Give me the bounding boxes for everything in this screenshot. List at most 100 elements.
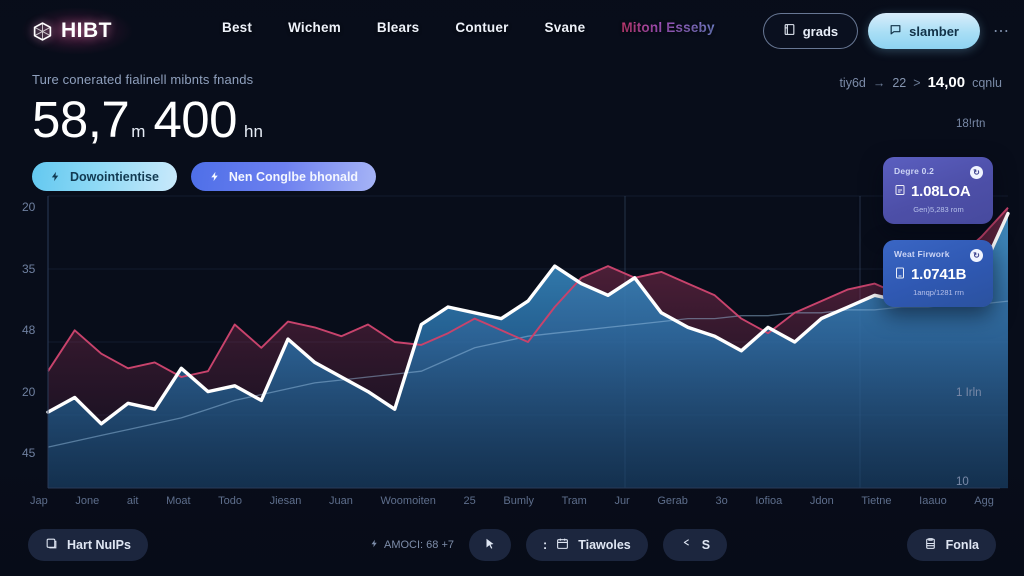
meta-summary: tiy6d → 22 > 14,00 cqnlu: [839, 74, 1002, 91]
clipboard-icon: [924, 537, 937, 553]
cursor-button[interactable]: [469, 529, 512, 561]
x-tick-9: Bumly: [503, 495, 534, 507]
floating-card-weat-value-row: 1.0741B: [894, 266, 983, 283]
bolt-icon: [50, 170, 61, 183]
refresh-icon[interactable]: ↻: [970, 166, 983, 179]
bottom-toolbar: Hart NuIPs AMOCI: 68 +7 :: [0, 514, 1024, 576]
meta-separator: >: [913, 76, 921, 90]
top-navigation-bar: HIBT Best Wichem Blears Contuer Svane Mi…: [0, 0, 1024, 62]
floating-card-weat-title: Weat Firwork: [894, 249, 950, 259]
badge-nen-conglbe[interactable]: Nen Conglbe bhonald: [190, 162, 377, 191]
nav-link-contuer[interactable]: Contuer: [455, 20, 509, 35]
book-icon: [783, 23, 796, 39]
nav-link-svane[interactable]: Svane: [544, 20, 586, 35]
hart-nuips-label: Hart NuIPs: [67, 538, 131, 552]
more-icon[interactable]: ⋯: [993, 23, 1009, 40]
meta-arrow: →: [872, 76, 886, 90]
nav-link-best[interactable]: Best: [222, 20, 253, 35]
x-tick-15: Jdon: [809, 495, 834, 507]
badge-dowointientise[interactable]: Dowointientise: [32, 162, 177, 191]
y-tick-2: 48: [22, 323, 36, 337]
r-tick-4: 10: [956, 476, 969, 488]
y-tick-3: 20: [22, 384, 36, 399]
y-tick-0: 20: [22, 200, 36, 214]
x-tick-6: Juan: [329, 495, 353, 507]
r-tick-0: 18!rtn: [956, 118, 986, 130]
calendar-icon: [556, 537, 569, 553]
nav-link-wichem[interactable]: Wichem: [288, 20, 341, 35]
brand-name: HIBT: [61, 19, 112, 42]
x-tick-18: Agg: [974, 495, 994, 507]
grads-button[interactable]: grads: [762, 13, 859, 49]
fonla-label: Fonla: [945, 538, 979, 552]
meta-count: 22: [892, 76, 907, 90]
x-tick-5: Jiesan: [269, 495, 302, 507]
fonla-button[interactable]: Fonla: [906, 529, 996, 561]
tiawoles-prefix: :: [543, 538, 548, 552]
secondary-metric-unit: hn: [244, 122, 263, 141]
floating-card-weat-sub: 1anqp/1281 rrn: [913, 288, 964, 297]
meta-value: 14,00: [927, 74, 966, 91]
bottom-note-label: AMOCI: 68 +7: [384, 539, 455, 551]
floating-card-degre-title: Degre 0.2: [894, 166, 935, 176]
x-tick-16: Tietne: [861, 495, 892, 507]
x-tick-10: Tram: [561, 495, 587, 507]
hart-nuips-button[interactable]: Hart NuIPs: [28, 529, 148, 561]
tiawoles-label: Tiawoles: [578, 538, 631, 552]
x-tick-12: Gerab: [657, 495, 688, 507]
secondary-metric-value: 400: [153, 91, 238, 148]
chart-line-primary: [46, 211, 1010, 426]
primary-metric-value: 58,7: [32, 91, 130, 148]
floating-card-degre[interactable]: Degre 0.2 ↻ 1.08LOA Gen)5,283 rom: [883, 157, 993, 224]
headline-block: Ture conerated fialinell mibnts fnands 5…: [32, 72, 377, 191]
nav-link-mitonl-esseby[interactable]: Mitonl Esseby: [621, 20, 715, 35]
slamber-button-label: slamber: [909, 23, 959, 39]
floating-card-degre-value-row: 1.08LOA: [894, 183, 983, 200]
meta-prefix: tiy6d: [839, 76, 866, 90]
meta-unit: cqnlu: [972, 76, 1002, 90]
r-tick-3: 1 Irln: [956, 386, 982, 399]
x-tick-13: 3o: [715, 495, 728, 507]
share-label: S: [701, 538, 711, 552]
slamber-button[interactable]: slamber: [868, 13, 980, 49]
y-tick-1: 35: [22, 261, 36, 276]
primary-metric: 58,7 m 400 hn: [32, 94, 376, 145]
chart-line-tertiary: [47, 300, 1009, 448]
y-tick-4: 45: [22, 446, 36, 460]
floating-card-weat[interactable]: Weat Firwork ↻ 1.0741B 1anqp/1281 rrn: [883, 240, 993, 307]
x-tick-1: Jone: [75, 495, 100, 507]
floating-card-degre-sub: Gen)5,283 rom: [913, 205, 964, 214]
refresh-icon-2[interactable]: ↻: [970, 249, 983, 262]
bottom-center-group: AMOCI: 68 +7 : Tiawoles: [370, 529, 728, 561]
header-badges: Dowointientise Nen Conglbe bhonald: [32, 162, 377, 191]
cursor-icon: [483, 537, 497, 554]
tiawoles-button[interactable]: : Tiawoles: [526, 529, 648, 561]
device-card-icon: [894, 267, 906, 282]
floating-card-degre-value: 1.08LOA: [911, 183, 971, 200]
chart-x-axis-labels: Jap Jone ait Moat Todo Jiesan Juan Woomoiten 25 B…: [30, 492, 994, 510]
layers-icon: [45, 537, 58, 553]
cube-logo-icon: [32, 21, 53, 42]
chart-area-blue: [48, 213, 1008, 488]
nav-links: Best Wichem Blears Contuer Svane Mitonl …: [222, 20, 715, 35]
floating-card-degre-head: Degre 0.2 ↻: [894, 166, 983, 179]
floating-card-weat-value: 1.0741B: [911, 266, 967, 283]
share-button[interactable]: S: [662, 529, 728, 561]
main-chart[interactable]: [0, 190, 1024, 490]
x-tick-8: 25: [463, 495, 476, 507]
x-tick-0: Jap: [30, 495, 48, 507]
badge-nen-conglbe-label: Nen Conglbe bhonald: [228, 169, 359, 184]
primary-metric-unit: m: [131, 122, 146, 141]
chart-y-axis-labels: 20 35 48 20 45: [22, 200, 58, 460]
x-tick-4: Todo: [218, 495, 242, 507]
floating-card-weat-head: Weat Firwork ↻: [894, 249, 983, 262]
nav-actions: grads slamber ⋯: [762, 13, 1012, 49]
chart-canvas: [46, 195, 1010, 489]
bottom-note: AMOCI: 68 +7: [370, 538, 454, 552]
brand-logo[interactable]: HIBT: [18, 8, 136, 54]
chat-icon: [889, 23, 902, 39]
x-tick-7: Woomoiten: [380, 495, 436, 507]
nav-link-blears[interactable]: Blears: [376, 20, 420, 35]
share-icon: [680, 537, 693, 553]
